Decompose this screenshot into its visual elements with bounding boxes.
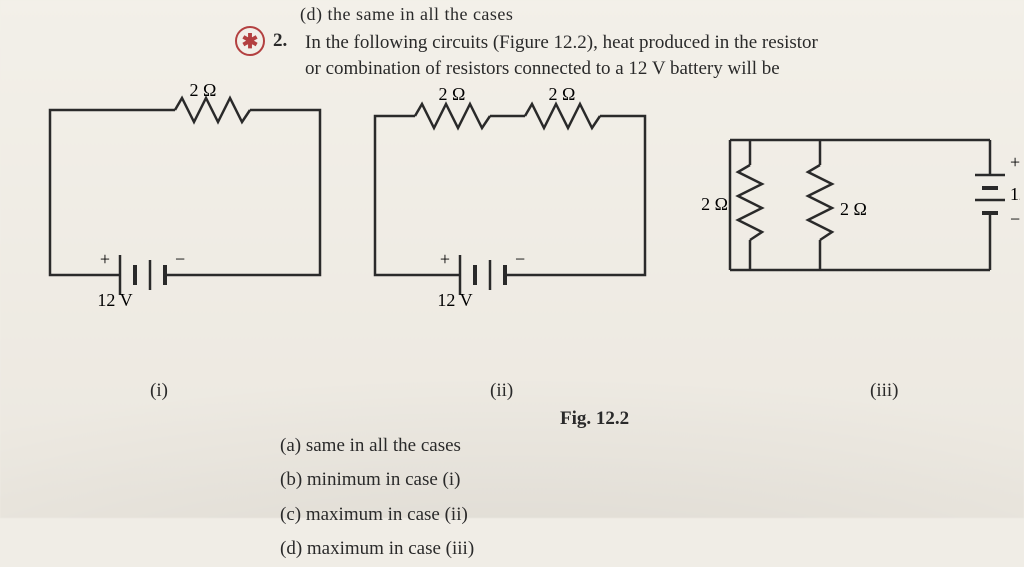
question-text: In the following circuits (Figure 12.2),… <box>305 30 994 81</box>
resistor1-label: 2 Ω <box>439 84 466 104</box>
question-line2: or combination of resistors connected to… <box>305 58 780 79</box>
option-d: (d) maximum in case (iii) <box>280 533 474 565</box>
answer-options: (a) same in all the cases (b) minimum in… <box>280 430 474 567</box>
battery-neg: − <box>175 249 185 269</box>
battery-pos: + <box>440 249 450 269</box>
option-c: (c) maximum in case (ii) <box>280 499 474 531</box>
label-iii: (iii) <box>870 380 899 402</box>
voltage-label: 12 V <box>1010 184 1020 204</box>
battery-neg: − <box>1010 209 1020 229</box>
option-a: (a) same in all the cases <box>280 430 474 462</box>
resistor-label: 2 Ω <box>190 80 217 100</box>
resistor2-label: 2 Ω <box>840 199 867 219</box>
battery-pos: + <box>1010 152 1020 172</box>
label-i: (i) <box>150 380 168 402</box>
question-line1: In the following circuits (Figure 12.2),… <box>305 32 818 53</box>
circuit-ii: 2 Ω 2 Ω + − 12 V <box>355 80 675 310</box>
battery-pos: + <box>100 249 110 269</box>
prev-option-partial: (d) the same in all the cases <box>300 4 513 25</box>
battery-neg: − <box>515 249 525 269</box>
question-number: 2. <box>273 30 287 52</box>
label-ii: (ii) <box>490 380 513 402</box>
circuit-iii: 2 Ω 2 Ω + − 12 V <box>690 110 1020 310</box>
resistor1-label: 2 Ω <box>701 194 728 214</box>
figure-caption: Fig. 12.2 <box>560 408 629 430</box>
question-marker: ✱ <box>235 26 265 56</box>
voltage-label: 12 V <box>97 290 132 310</box>
circuit-i: 2 Ω + − 12 V <box>20 80 340 310</box>
voltage-label: 12 V <box>437 290 472 310</box>
option-b: (b) minimum in case (i) <box>280 464 474 496</box>
resistor2-label: 2 Ω <box>549 84 576 104</box>
